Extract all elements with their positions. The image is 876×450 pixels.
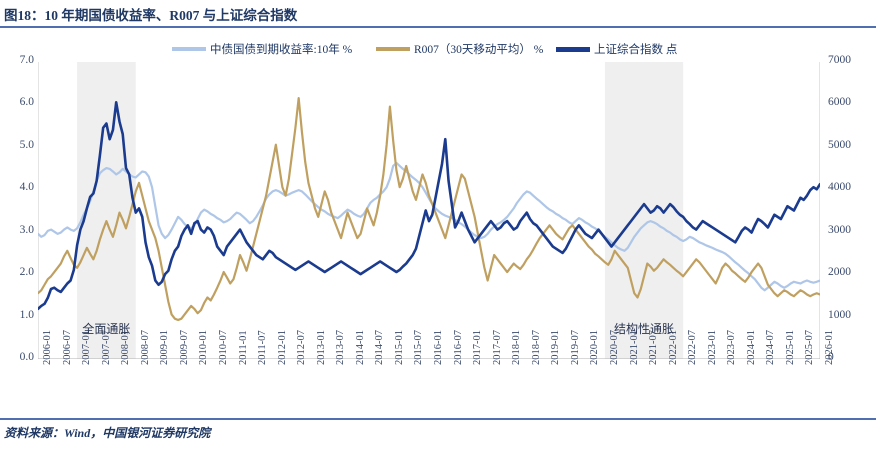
series-line-1 (38, 96, 820, 322)
x-axis-tick: 2025-07 (804, 330, 816, 365)
x-axis-tick: 2024-01 (745, 330, 757, 365)
legend-label-r007: R007（30天移动平均） % (414, 44, 544, 56)
source-note: 资料来源：Wind，中国银河证券研究院 (4, 426, 211, 440)
x-axis-tick: 2025-01 (784, 330, 796, 365)
legend-item-sse[interactable]: 上证综合指数 点 (556, 40, 677, 58)
y-axis-left-tick: 1.0 (19, 308, 34, 321)
y-axis-right-tick: 4000 (828, 181, 851, 194)
x-axis-tick: 2006-07 (61, 330, 73, 365)
y-axis-right-tick: 5000 (828, 138, 851, 151)
y-axis-right-tick: 0 (828, 351, 834, 363)
x-axis-tick: 2009-07 (178, 330, 190, 365)
y-axis-right-tick: 1000 (828, 308, 851, 321)
y-axis-left-tick: 2.0 (19, 266, 34, 279)
x-axis-tick: 2023-07 (726, 330, 738, 365)
y-axis-left-tick: 5.0 (19, 138, 34, 151)
y-axis-left-tick: 4.0 (19, 181, 34, 194)
y-axis-left-tick: 6.0 (19, 96, 34, 109)
y-axis-right-tick: 3000 (828, 223, 851, 236)
x-axis-tick: 2020-01 (589, 330, 601, 365)
inflation-band-2 (604, 62, 684, 359)
legend-item-r007[interactable]: R007（30天移动平均） % (376, 40, 543, 58)
y-axis-right-tick: 6000 (828, 96, 851, 109)
x-axis-tick: 2017-07 (491, 330, 503, 365)
x-axis-tick: 2017-01 (472, 330, 484, 365)
x-axis-tick: 2010-07 (217, 330, 229, 365)
x-axis-tick: 2015-01 (393, 330, 405, 365)
chart-legend: 中债国债到期收益率:10年 % R007（30天移动平均） % 上证综合指数 点 (0, 40, 876, 58)
y-axis-right-tick: 2000 (828, 266, 851, 279)
legend-label-sse: 上证综合指数 点 (594, 44, 678, 56)
series-line-2 (38, 101, 820, 311)
title-divider (0, 26, 876, 28)
x-axis-tick: 2018-07 (530, 330, 542, 365)
band-label-1: 全面通胀 (82, 322, 131, 336)
x-axis-tick: 2012-07 (296, 330, 308, 365)
x-axis-tick: 2011-07 (257, 330, 269, 365)
y-axis-right-tick: 7000 (828, 54, 851, 66)
footer-divider (0, 418, 876, 420)
x-axis-tick: 2013-07 (335, 330, 347, 365)
y-axis-left-tick: 0.0 (19, 351, 34, 363)
x-axis-tick: 2019-01 (550, 330, 562, 365)
x-axis-tick: 2011-01 (237, 330, 249, 365)
x-axis-tick: 2019-07 (569, 330, 581, 365)
x-axis-tick: 2016-07 (452, 330, 464, 365)
x-axis-tick: 2014-07 (374, 330, 386, 365)
legend-item-cgb[interactable]: 中债国债到期收益率:10年 % (172, 40, 352, 58)
x-axis-tick: 2008-07 (139, 330, 151, 365)
x-axis-tick: 2026-01 (824, 330, 835, 365)
x-axis-tick: 2015-07 (413, 330, 425, 365)
legend-swatch-sse (556, 46, 590, 52)
legend-swatch-r007 (376, 47, 410, 51)
band-label-2: 结构性通胀 (614, 322, 675, 336)
x-axis-tick: 2016-01 (433, 330, 444, 365)
x-axis-tick: 2014-01 (354, 330, 366, 365)
series-line-0 (38, 161, 820, 292)
plot-svg (38, 62, 820, 359)
legend-swatch-cgb (172, 47, 206, 51)
y-axis-left-tick: 7.0 (19, 54, 34, 66)
figure-header: 图18：10 年期国债收益率、R007 与上证综合指数 (0, 0, 876, 30)
x-axis-tick: 2023-01 (706, 330, 718, 365)
x-axis-tick: 2018-01 (511, 330, 523, 365)
x-axis-tick: 2009-01 (159, 330, 171, 365)
x-axis-tick: 2022-07 (687, 330, 699, 365)
x-axis-tick: 2013-01 (315, 330, 327, 365)
legend-label-cgb: 中债国债到期收益率:10年 % (210, 44, 353, 56)
plot-area (38, 62, 820, 359)
x-axis-tick: 2010-01 (198, 330, 210, 365)
x-axis-tick: 2006-01 (42, 330, 53, 365)
x-axis-tick: 2024-07 (765, 330, 777, 365)
page-title: 图18：10 年期国债收益率、R007 与上证综合指数 (4, 8, 298, 23)
x-axis-tick: 2012-01 (276, 330, 288, 365)
y-axis-left-tick: 3.0 (19, 223, 34, 236)
